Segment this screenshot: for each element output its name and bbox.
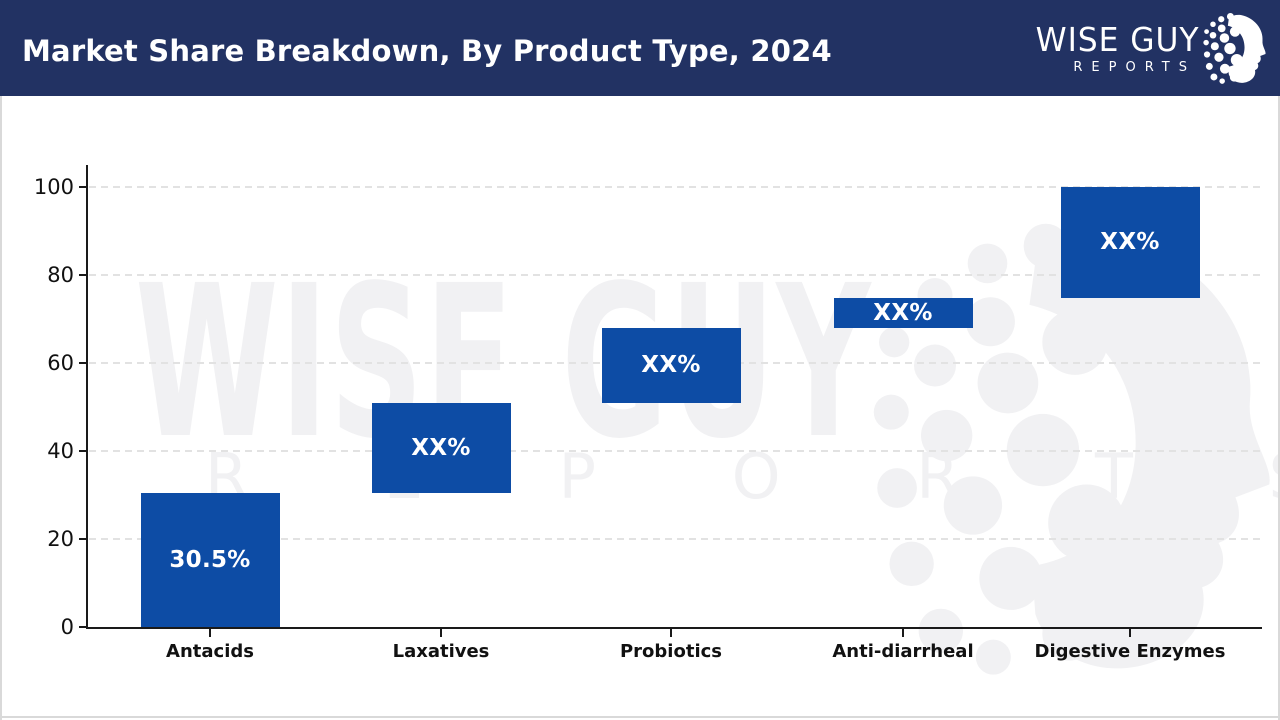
y-tick-label: 60 (47, 351, 74, 375)
gridline (89, 274, 1262, 276)
y-tick-label: 0 (60, 615, 74, 639)
y-tick-label: 80 (47, 263, 74, 287)
y-axis-line (86, 165, 88, 629)
frame-line-right (1278, 96, 1280, 720)
logo-secondary-text: REPORTS (1073, 60, 1196, 75)
frame-line-bottom (0, 716, 1280, 718)
frame-line-left (0, 96, 2, 720)
y-tick-label: 100 (33, 175, 74, 199)
y-tick-mark (79, 450, 88, 452)
chart-plot: 0 20 40 60 80 100 30.5% Antacids XX% Laxatives XX%… (0, 96, 1280, 720)
y-tick-mark (79, 186, 88, 188)
logo-head-icon (1202, 12, 1268, 86)
x-category-label: Anti-diarrheal (832, 641, 974, 662)
bar-value-label: XX% (411, 434, 471, 461)
gridline (89, 186, 1262, 188)
bar-value-label: XX% (873, 299, 933, 326)
x-tick-mark (440, 629, 442, 637)
chart-title: Market Share Breakdown, By Product Type,… (22, 34, 832, 68)
bar-probiotics: XX% (601, 327, 741, 403)
y-tick-mark (79, 362, 88, 364)
logo-primary-text: WISE GUY (1036, 20, 1200, 59)
x-tick-mark (902, 629, 904, 637)
bar-value-label: XX% (1100, 229, 1160, 256)
bar-value-label: XX% (641, 352, 701, 379)
bar-anti-diarrheal: XX% (833, 297, 973, 328)
y-tick-mark (79, 538, 88, 540)
bar-antacids: 30.5% (140, 492, 280, 627)
brand-logo: WISE GUY REPORTS (1020, 6, 1272, 90)
x-tick-mark (1129, 629, 1131, 637)
x-tick-mark (670, 629, 672, 637)
gridline (89, 538, 1262, 540)
x-category-label: Digestive Enzymes (1034, 641, 1226, 662)
bar-digestive-enzymes: XX% (1060, 187, 1200, 298)
bar-laxatives: XX% (371, 402, 511, 493)
y-tick-label: 20 (47, 527, 74, 551)
x-axis-line (86, 627, 1262, 629)
header-bar: Market Share Breakdown, By Product Type,… (0, 0, 1280, 96)
y-tick-label: 40 (47, 439, 74, 463)
x-category-label: Antacids (166, 641, 254, 662)
y-tick-mark (79, 274, 88, 276)
x-category-label: Laxatives (392, 641, 490, 662)
gridline (89, 450, 1262, 452)
x-category-label: Probiotics (619, 641, 722, 662)
bar-value-label: 30.5% (169, 546, 251, 573)
y-tick-mark (79, 626, 88, 628)
watermark-head-icon (865, 218, 1280, 688)
x-tick-mark (209, 629, 211, 637)
